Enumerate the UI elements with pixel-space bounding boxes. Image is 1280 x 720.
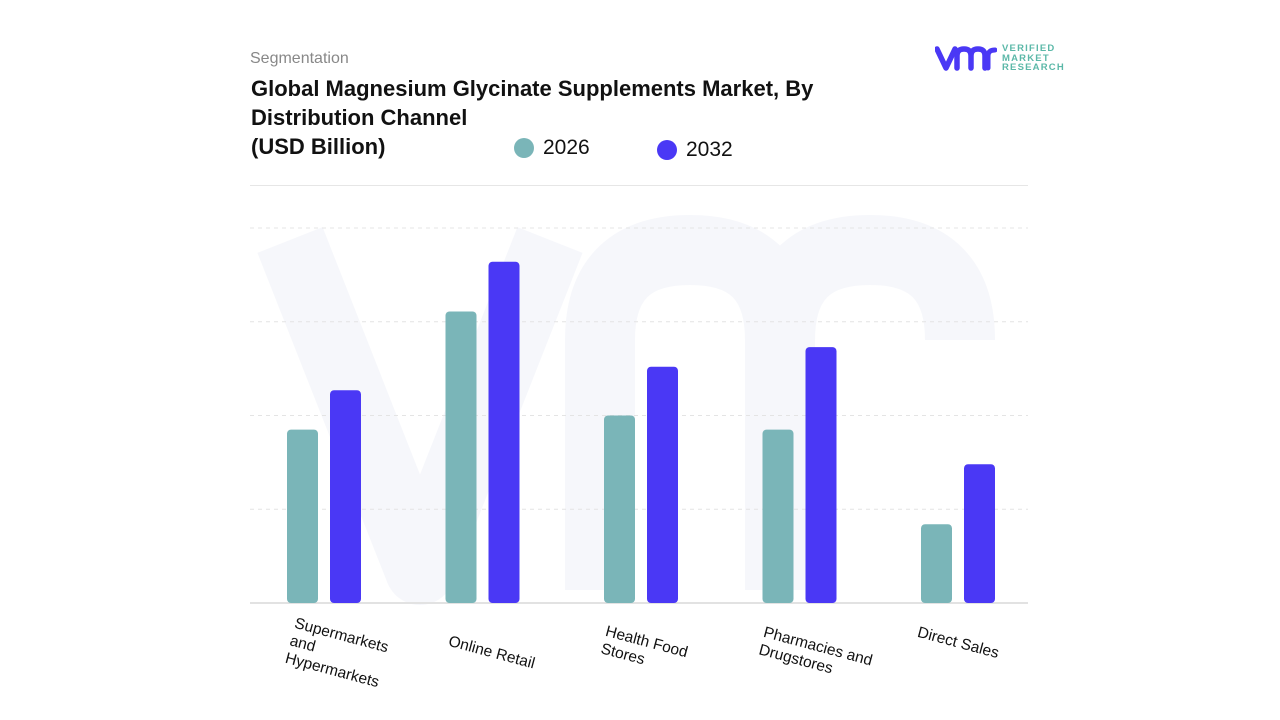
bar-2026-4 [921, 524, 952, 603]
legend-item-2032: 2032 [657, 138, 733, 162]
segment-label: Segmentation [250, 50, 349, 67]
bar-2032-0 [330, 390, 361, 603]
chart-title: Global Magnesium Glycinate Supplements M… [251, 76, 814, 159]
bar-2032-3 [805, 347, 837, 603]
bar-2032-1 [488, 261, 520, 603]
vmr-logo: VERIFIED MARKET RESEARCH [935, 44, 1065, 73]
bar-2032-4 [964, 464, 995, 603]
legend-swatch-2032 [657, 140, 677, 160]
logo-text: VERIFIED MARKET RESEARCH [1002, 43, 1065, 73]
bar-2026-3 [762, 429, 794, 603]
bar-2026-1 [445, 311, 477, 603]
legend-item-2026: 2026 [514, 136, 590, 160]
bar-2026-2 [604, 415, 635, 603]
vmr-logo-icon [935, 46, 997, 71]
header-divider [250, 185, 1028, 186]
legend-label-2032: 2032 [686, 138, 733, 161]
legend-swatch-2026 [514, 138, 534, 158]
legend-label-2026: 2026 [543, 136, 590, 159]
bar-2032-2 [647, 366, 678, 603]
bar-2026-0 [287, 429, 318, 603]
